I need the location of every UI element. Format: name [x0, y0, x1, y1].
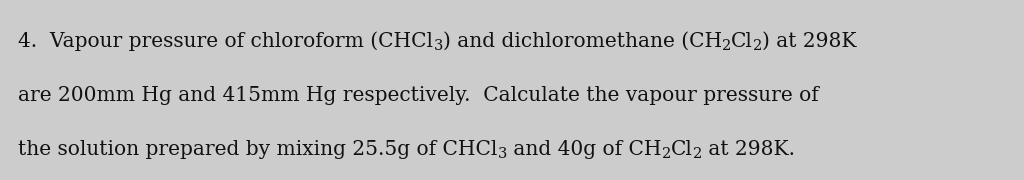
Text: 4.  Vapour pressure of chloroform (CHCl: 4. Vapour pressure of chloroform (CHCl [18, 31, 433, 51]
Text: ) at 298K: ) at 298K [762, 32, 857, 51]
Text: 2: 2 [662, 147, 671, 161]
Text: are 200mm Hg and 415mm Hg respectively.  Calculate the vapour pressure of: are 200mm Hg and 415mm Hg respectively. … [18, 86, 819, 105]
Text: ) and dichloromethane (CH: ) and dichloromethane (CH [442, 32, 722, 51]
Text: 3: 3 [498, 147, 507, 161]
Text: 2: 2 [693, 147, 702, 161]
Text: Cl: Cl [731, 32, 753, 51]
Text: at 298K.: at 298K. [702, 140, 795, 159]
Text: Cl: Cl [671, 140, 693, 159]
Text: 2: 2 [722, 39, 731, 53]
Text: and 40g of CH: and 40g of CH [507, 140, 662, 159]
Text: 3: 3 [433, 39, 442, 53]
Text: 2: 2 [753, 39, 762, 53]
Text: the solution prepared by mixing 25.5g of CHCl: the solution prepared by mixing 25.5g of… [18, 140, 498, 159]
